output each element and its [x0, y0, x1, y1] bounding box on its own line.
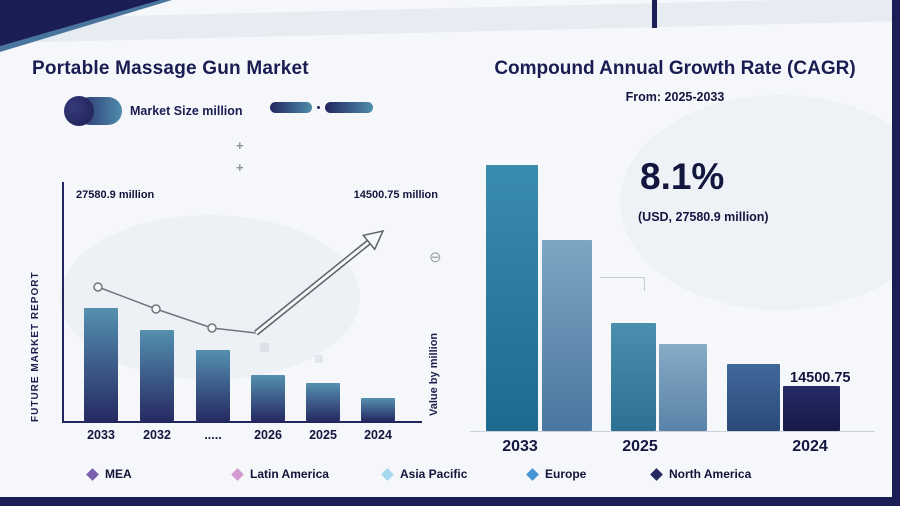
pill-shape — [325, 102, 373, 113]
background-blob-right — [620, 95, 900, 310]
bar-2024-secondary — [783, 386, 840, 431]
x-label-2033: 2033 — [87, 428, 115, 442]
legend-label: Asia Pacific — [400, 467, 468, 481]
square-decoration — [260, 343, 269, 352]
left-chart-max-annotation: 27580.9 million — [76, 189, 155, 201]
legend-item-latin-america: Latin America — [231, 467, 329, 481]
value-by-million-label: Value by million — [428, 332, 440, 416]
trend-marker — [151, 304, 161, 314]
market-size-icon — [64, 96, 122, 126]
plus-decoration: + — [236, 138, 244, 153]
top-divider-tick — [652, 0, 657, 28]
left-chart-x-axis — [62, 421, 422, 423]
bar-2025-secondary — [659, 344, 707, 431]
pill-dot — [317, 106, 320, 109]
circle-minus-icon: ⊖ — [429, 249, 442, 266]
left-chart-y-axis — [62, 182, 64, 423]
right-edge-bar — [892, 0, 900, 506]
latin-america-diamond-icon — [231, 467, 244, 481]
legend-item-asia-pacific: Asia Pacific — [381, 467, 468, 481]
left-chart-title: Portable Massage Gun Market — [32, 58, 309, 79]
right-chart-subtitle: From: 2025-2033 — [625, 90, 725, 104]
mea-diamond-icon — [86, 467, 99, 481]
legend-item-north-america: North America — [650, 467, 752, 481]
cagr-caption: (USD, 27580.9 million) — [638, 210, 769, 224]
bar-2033-secondary — [542, 240, 592, 431]
bar-2033 — [84, 308, 118, 421]
right-chart-title: Compound Annual Growth Rate (CAGR) — [494, 58, 856, 79]
legend-label: Latin America — [250, 467, 329, 481]
bar-2026 — [251, 375, 285, 421]
decorative-pills — [270, 102, 373, 113]
legend-label: North America — [669, 467, 752, 481]
bar-2033-primary — [486, 165, 538, 431]
left-chart-min-annotation: 14500.75 million — [353, 189, 438, 201]
trend-overlay — [93, 229, 385, 363]
trend-marker — [93, 282, 103, 292]
x-label-2025: 2025 — [309, 428, 337, 442]
x-label-right-2033: 2033 — [502, 438, 538, 455]
trend-marker — [207, 323, 217, 333]
pill-shape — [270, 102, 312, 113]
x-label-2024: 2024 — [364, 428, 392, 442]
north-america-diamond-icon — [650, 467, 663, 481]
growth-arrow-head — [361, 229, 385, 251]
bar-ellipsis — [196, 350, 230, 421]
legend-label: MEA — [105, 467, 132, 481]
europe-diamond-icon — [526, 467, 539, 481]
x-label-2026: 2026 — [254, 428, 282, 442]
bar-2024 — [361, 398, 395, 421]
value-annotation-14500: 14500.75 — [790, 370, 851, 386]
asia-pacific-diamond-icon — [381, 467, 394, 481]
x-label-right-2025: 2025 — [622, 438, 658, 455]
growth-arrow-shaft — [255, 240, 370, 335]
bar-2032 — [140, 330, 174, 421]
corner-bracket-decoration — [600, 277, 645, 291]
future-market-report-label: FUTURE MARKET REPORT — [30, 271, 41, 422]
cylinder-cap — [64, 96, 94, 126]
bottom-edge-bar — [0, 497, 900, 506]
square-decoration — [315, 355, 323, 363]
bar-2025-primary — [611, 323, 656, 431]
x-label-2032: 2032 — [143, 428, 171, 442]
trend-line — [97, 286, 257, 334]
bar-2025 — [306, 383, 340, 421]
legend-item-europe: Europe — [526, 467, 587, 481]
market-size-legend-label: Market Size million — [130, 104, 243, 118]
right-chart-baseline — [470, 431, 875, 432]
plus-decoration: + — [236, 160, 244, 175]
legend-item-mea: MEA — [86, 467, 132, 481]
cagr-value: 8.1% — [640, 156, 725, 197]
x-label-right-2024: 2024 — [792, 438, 828, 455]
bar-2024-primary — [727, 364, 780, 431]
legend-label: Europe — [545, 467, 587, 481]
x-label-ellipsis: ..... — [204, 428, 222, 442]
